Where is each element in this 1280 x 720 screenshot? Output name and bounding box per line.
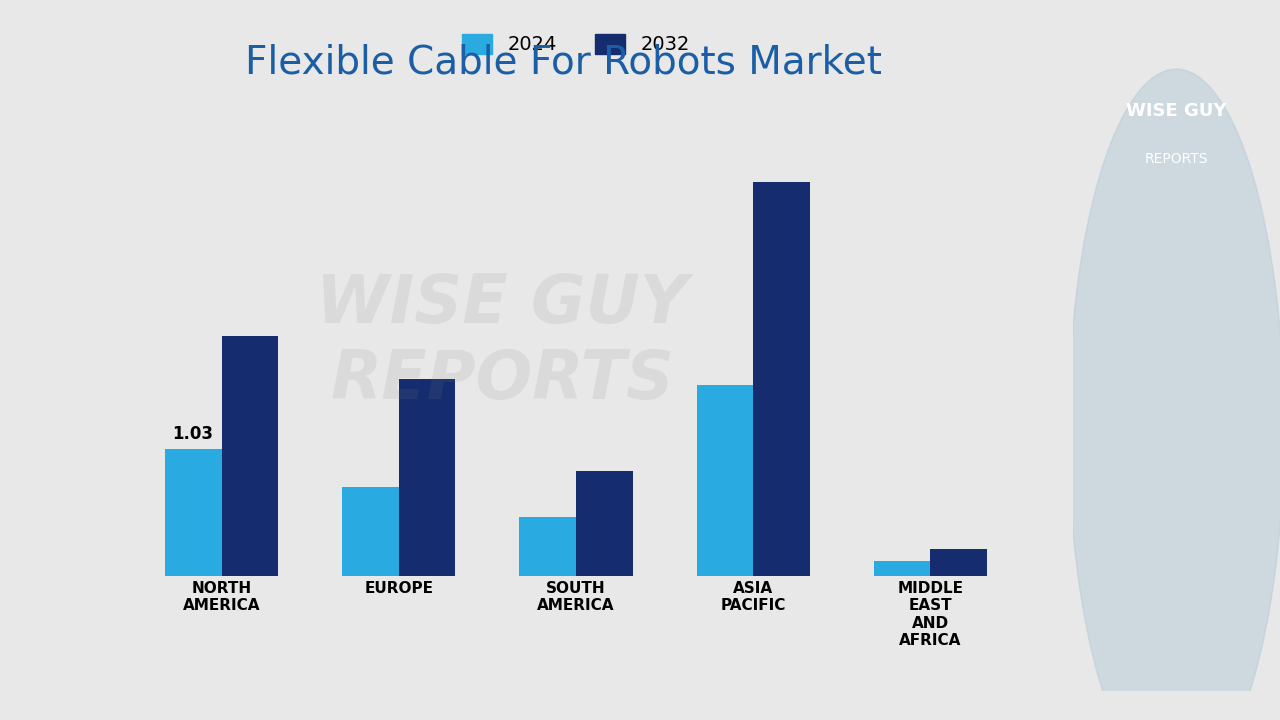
Bar [399, 379, 456, 576]
Bar [874, 561, 931, 576]
Bar [520, 517, 576, 576]
Text: 1.03: 1.03 [173, 425, 214, 443]
Bar [696, 385, 753, 576]
Text: WISE GUY: WISE GUY [1126, 102, 1226, 120]
Bar [342, 487, 399, 576]
Bar [576, 472, 632, 576]
Bar [753, 182, 810, 576]
Text: Flexible Cable For Robots Market: Flexible Cable For Robots Market [244, 43, 882, 81]
Bar [221, 336, 278, 576]
Bar [165, 449, 221, 576]
Text: REPORTS: REPORTS [1144, 152, 1208, 166]
Legend: 2024, 2032: 2024, 2032 [453, 24, 699, 64]
Text: WISE GUY
REPORTS: WISE GUY REPORTS [316, 271, 689, 413]
Circle shape [1069, 69, 1280, 720]
Bar [931, 549, 987, 576]
